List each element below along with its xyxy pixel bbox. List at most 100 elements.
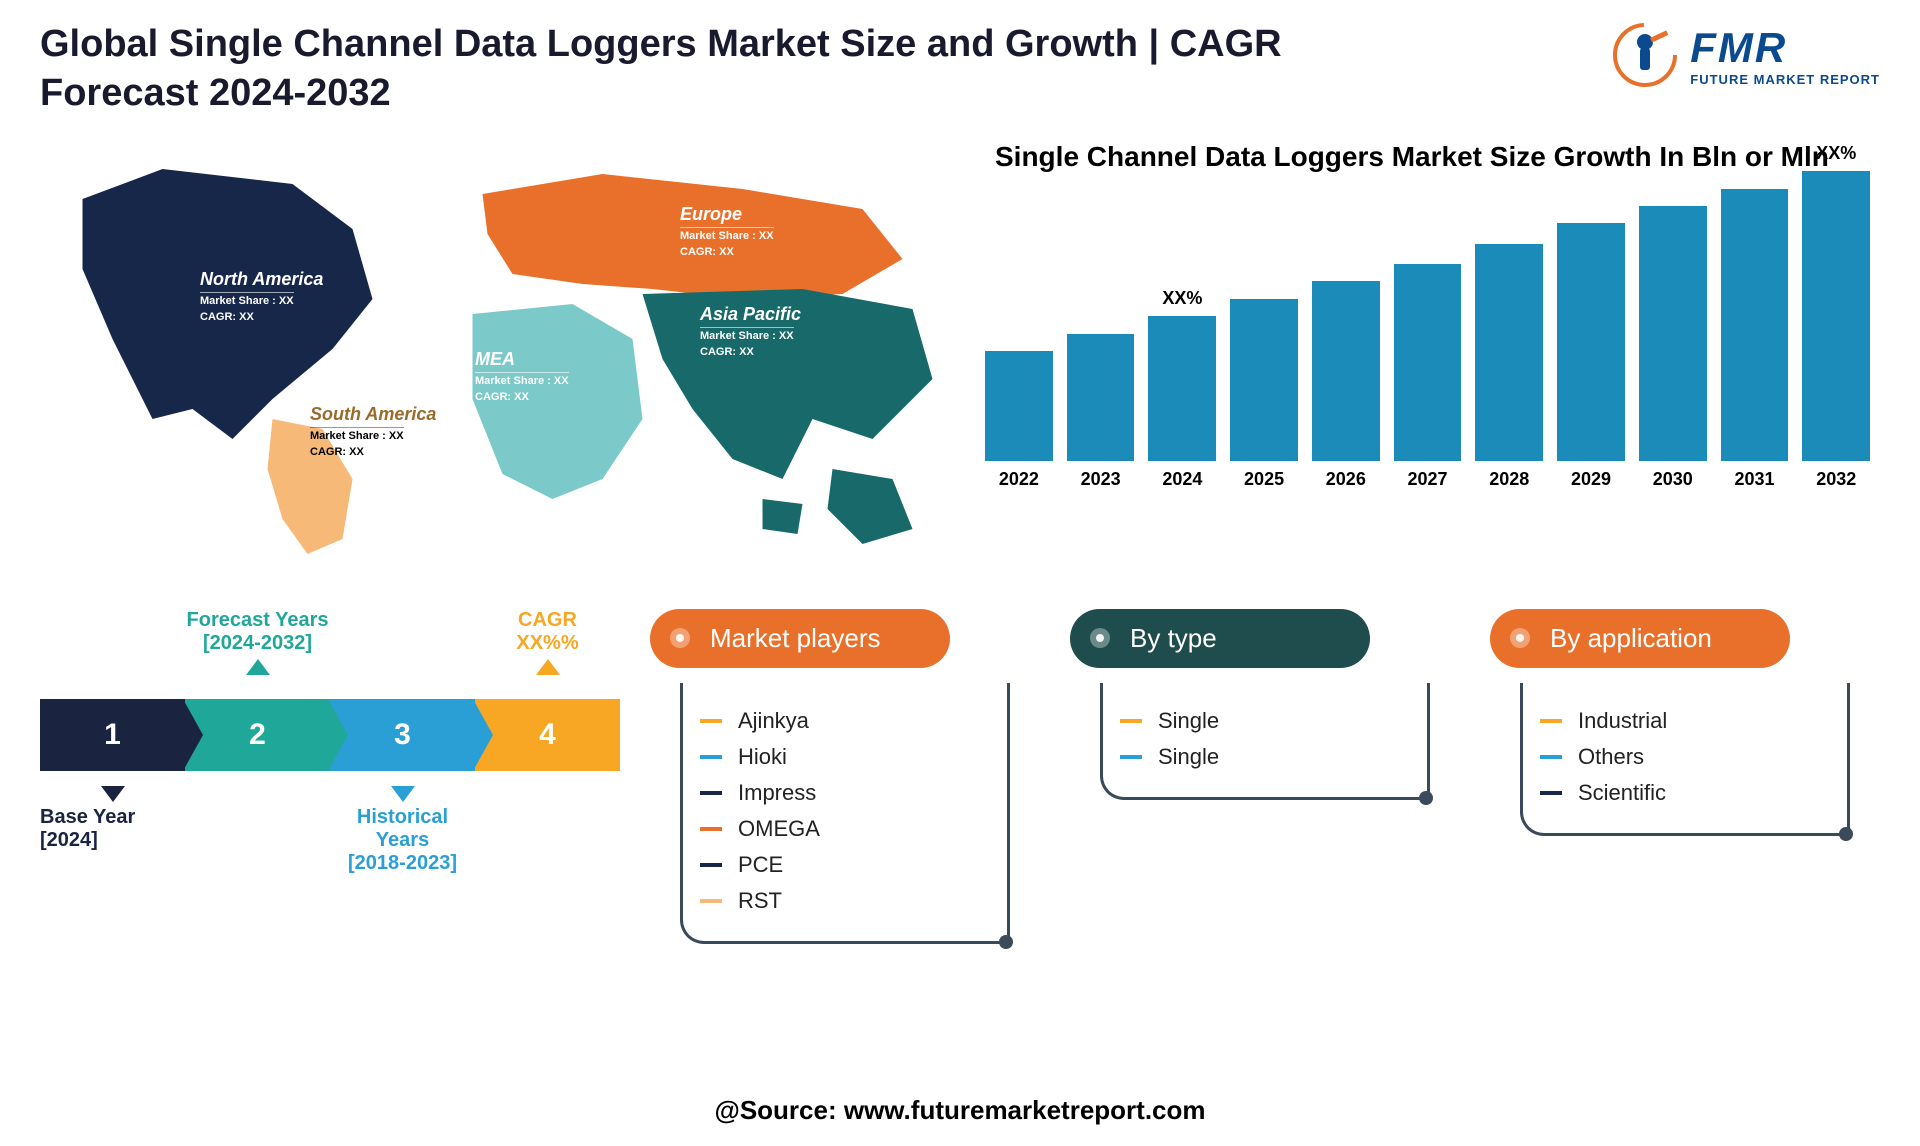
list-item: Impress	[700, 775, 1040, 811]
page-title: Global Single Channel Data Loggers Marke…	[40, 20, 1340, 119]
tick-icon	[700, 791, 722, 795]
market-players-list-wrap: Ajinkya Hioki Impress OMEGA PCE RST	[650, 683, 1040, 944]
region-eu-label: Europe Market Share : XX CAGR: XX	[680, 204, 774, 258]
bar-annotation: XX%	[1162, 288, 1202, 309]
bar-year-label: 2022	[999, 469, 1039, 490]
lower-row: Forecast Years [2024-2032] CAGR XX%% 1 2…	[40, 609, 1880, 944]
market-players-list: Ajinkya Hioki Impress OMEGA PCE RST	[700, 703, 1040, 919]
chart-bars: 20222023XX%20242025202620272028202920302…	[975, 190, 1880, 490]
list-item-label: Others	[1578, 744, 1644, 770]
bar-rect	[1475, 244, 1543, 462]
timeline-cell-2: 2	[185, 699, 330, 771]
bar-year-label: 2024	[1162, 469, 1202, 490]
list-item-label: Ajinkya	[738, 708, 809, 734]
bar-year-label: 2026	[1326, 469, 1366, 490]
tick-icon	[1540, 755, 1562, 759]
region-sa-label: South America Market Share : XX CAGR: XX	[310, 404, 436, 458]
by-application-section: By application Industrial Others Scientifi…	[1490, 609, 1880, 836]
list-item: PCE	[700, 847, 1040, 883]
bar-rect	[1312, 281, 1380, 461]
bar-2028: 2028	[1475, 244, 1543, 491]
bar-2029: 2029	[1557, 223, 1625, 490]
logo-text: FMR FUTURE MARKET REPORT	[1690, 24, 1880, 87]
list-item: RST	[700, 883, 1040, 919]
list-item-label: Scientific	[1578, 780, 1666, 806]
bar-year-label: 2025	[1244, 469, 1284, 490]
list-item-label: OMEGA	[738, 816, 820, 842]
bar-year-label: 2028	[1489, 469, 1529, 490]
timeline-widget: Forecast Years [2024-2032] CAGR XX%% 1 2…	[40, 609, 620, 875]
bar-2023: 2023	[1067, 334, 1135, 491]
bar-rect	[1639, 206, 1707, 461]
bar-2026: 2026	[1312, 281, 1380, 490]
by-application-list: Industrial Others Scientific	[1540, 703, 1880, 811]
bar-2030: 2030	[1639, 206, 1707, 490]
region-ap-label: Asia Pacific Market Share : XX CAGR: XX	[700, 304, 801, 358]
logo-fmr: FMR	[1690, 24, 1880, 72]
market-players-section: Market players Ajinkya Hioki Impress OMEGA P…	[650, 609, 1040, 944]
list-item-label: Industrial	[1578, 708, 1667, 734]
bar-year-label: 2027	[1408, 469, 1448, 490]
bar-annotation: XX%	[1816, 143, 1856, 164]
bar-rect	[985, 351, 1053, 461]
bar-rect	[1230, 299, 1298, 461]
timeline-row: 1 2 3 4	[40, 699, 620, 771]
bar-2025: 2025	[1230, 299, 1298, 490]
tick-icon	[1120, 719, 1142, 723]
list-item: Hioki	[700, 739, 1040, 775]
tick-icon	[700, 755, 722, 759]
list-item-label: RST	[738, 888, 782, 914]
tick-icon	[1540, 791, 1562, 795]
by-type-pill: By type	[1070, 609, 1370, 668]
logo-subtitle: FUTURE MARKET REPORT	[1690, 72, 1880, 87]
by-application-pill: By application	[1490, 609, 1790, 668]
header: Global Single Channel Data Loggers Marke…	[40, 20, 1880, 119]
logo: FMR FUTURE MARKET REPORT	[1610, 20, 1880, 90]
list-item-label: Single	[1158, 744, 1219, 770]
market-players-pill: Market players	[650, 609, 950, 668]
list-item-label: Single	[1158, 708, 1219, 734]
list-item-label: Hioki	[738, 744, 787, 770]
region-mea-label: MEA Market Share : XX CAGR: XX	[475, 349, 569, 403]
bar-rect	[1148, 316, 1216, 461]
bar-rect	[1557, 223, 1625, 461]
bar-rect	[1067, 334, 1135, 462]
list-item: OMEGA	[700, 811, 1040, 847]
bar-2027: 2027	[1394, 264, 1462, 490]
bar-2031: 2031	[1721, 189, 1789, 491]
by-application-list-wrap: Industrial Others Scientific	[1490, 683, 1880, 836]
region-na-label: North America Market Share : XX CAGR: XX	[200, 269, 323, 323]
list-item: Ajinkya	[700, 703, 1040, 739]
bar-rect	[1802, 171, 1870, 461]
tick-icon	[700, 899, 722, 903]
list-item: Single	[1120, 703, 1460, 739]
tick-icon	[700, 719, 722, 723]
infographic-root: Global Single Channel Data Loggers Marke…	[0, 0, 1920, 1146]
base-year-label: Base Year [2024]	[40, 786, 185, 875]
world-map: North America Market Share : XX CAGR: XX…	[40, 139, 945, 559]
by-type-list-wrap: Single Single	[1070, 683, 1460, 800]
source-attribution: @Source: www.futuremarketreport.com	[714, 1095, 1205, 1126]
bar-year-label: 2032	[1816, 469, 1856, 490]
timeline-bottom-labels: Base Year [2024] Historical Years [2018-…	[40, 786, 620, 875]
timeline-top-labels: Forecast Years [2024-2032] CAGR XX%%	[40, 609, 620, 675]
bar-rect	[1721, 189, 1789, 462]
list-item: Industrial	[1540, 703, 1880, 739]
timeline-cell-4: 4	[475, 699, 620, 771]
timeline-cell-1: 1	[40, 699, 185, 771]
bar-year-label: 2031	[1734, 469, 1774, 490]
tick-icon	[700, 863, 722, 867]
forecast-years-label: Forecast Years [2024-2032]	[185, 609, 330, 675]
bar-2024: XX%2024	[1148, 316, 1216, 490]
tick-icon	[700, 827, 722, 831]
list-item: Single	[1120, 739, 1460, 775]
tick-icon	[1120, 755, 1142, 759]
cagr-label: CAGR XX%%	[475, 609, 620, 675]
fmr-logo-icon	[1610, 20, 1680, 90]
bar-2022: 2022	[985, 351, 1053, 490]
timeline-cell-3: 3	[330, 699, 475, 771]
bar-year-label: 2030	[1653, 469, 1693, 490]
bar-year-label: 2029	[1571, 469, 1611, 490]
bar-chart: Single Channel Data Loggers Market Size …	[975, 139, 1880, 559]
list-item-label: PCE	[738, 852, 783, 878]
